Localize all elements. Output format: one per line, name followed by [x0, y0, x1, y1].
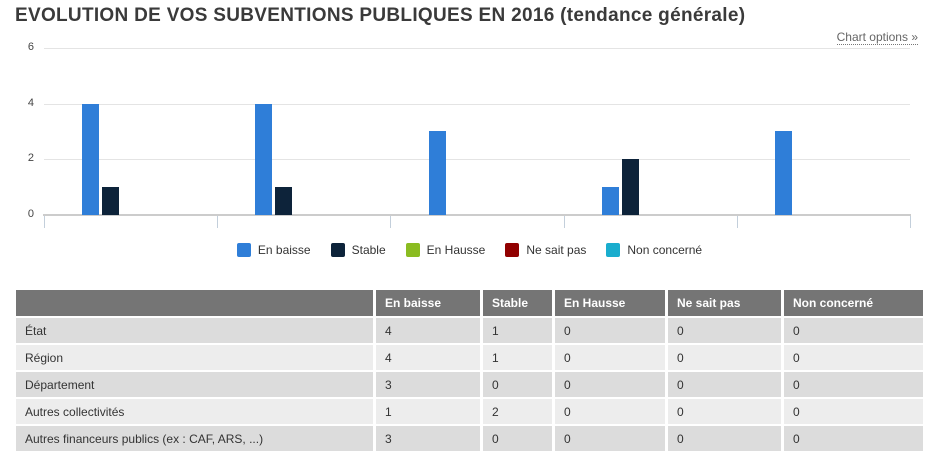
table-cell: 0	[784, 426, 923, 451]
table-row-r-gion: Région 4 1 0 0 0	[16, 345, 923, 370]
y-axis-label: 2	[27, 152, 34, 165]
bar-r-gion-stable[interactable]	[275, 187, 293, 215]
legend-swatch-icon	[236, 243, 251, 257]
table-cell: 0	[555, 345, 665, 370]
x-axis-tick	[737, 216, 738, 228]
legend-label: Ne sait pas	[526, 243, 587, 257]
bar-autres-collectivit-s-stable[interactable]	[621, 159, 639, 215]
table-body: État 4 1 0 0 0 Région 4 1 0 0 0 Département 3 0 0 0 0 Autr…	[16, 318, 923, 451]
row-label: Autres collectivités	[16, 399, 373, 424]
legend-swatch-icon	[405, 243, 420, 257]
x-axis-tick	[564, 216, 565, 228]
table-cell: 0	[668, 345, 781, 370]
chart-legend: En baisse Stable En Hausse Ne sait pas Non c…	[0, 243, 939, 257]
bar-tat-stable[interactable]	[102, 187, 120, 215]
table-cell: 3	[376, 372, 480, 397]
table-row-autres-collectivit-s: Autres collectivités 1 2 0 0 0	[16, 399, 923, 424]
table-cell: 4	[376, 345, 480, 370]
table-cell: 0	[784, 399, 923, 424]
column-header-en-baisse: En baisse	[376, 290, 480, 316]
gridline	[44, 48, 910, 49]
column-header-stable: Stable	[483, 290, 552, 316]
gridline	[44, 159, 910, 161]
table-row-d-partement: Département 3 0 0 0 0	[16, 372, 923, 397]
table-cell: 0	[483, 372, 552, 397]
table-cell: 1	[483, 318, 552, 343]
table-cell: 1	[483, 345, 552, 370]
table-cell: 0	[784, 372, 923, 397]
x-axis-tick	[217, 216, 218, 228]
x-axis-tick	[390, 216, 391, 228]
table-cell: 3	[376, 426, 480, 451]
x-axis-tick	[910, 216, 911, 228]
table-cell: 0	[668, 372, 781, 397]
table-cell: 0	[668, 318, 781, 343]
bar-r-gion-en-baisse[interactable]	[255, 104, 273, 215]
legend-label: En Hausse	[426, 243, 486, 257]
legend-item-stable[interactable]: Stable	[330, 243, 386, 257]
legend-swatch-icon	[330, 243, 345, 257]
table-cell: 0	[784, 345, 923, 370]
row-label: Autres financeurs publics (ex : CAF, ARS…	[16, 426, 373, 451]
bar-tat-en-baisse[interactable]	[82, 104, 100, 215]
page-title: EVOLUTION DE VOS SUBVENTIONS PUBLIQUES E…	[15, 5, 746, 26]
table-cell: 0	[555, 399, 665, 424]
table-cell: 0	[555, 426, 665, 451]
column-header-empty	[16, 290, 373, 316]
table-cell: 1	[376, 399, 480, 424]
bar-autres-financeurs-publics-ex-caf-ars-en-baisse[interactable]	[774, 131, 792, 215]
table-cell: 0	[555, 372, 665, 397]
results-table: En baisse Stable En Hausse Ne sait pas Non c…	[13, 288, 926, 453]
table-cell: 0	[668, 426, 781, 451]
legend-label: En baisse	[257, 243, 311, 257]
column-header-non-concern: Non concerné	[784, 290, 923, 316]
y-axis-label: 0	[27, 208, 34, 220]
legend-item-ne-sait-pas[interactable]: Ne sait pas	[505, 243, 586, 257]
legend-swatch-icon	[505, 243, 520, 257]
column-header-en-hausse: En Hausse	[555, 290, 665, 316]
row-label: Département	[16, 372, 373, 397]
y-axis-label: 4	[27, 96, 34, 109]
table-cell: 0	[483, 426, 552, 451]
column-header-ne-sait-pas: Ne sait pas	[668, 290, 781, 316]
legend-item-en-hausse[interactable]: En Hausse	[405, 243, 486, 257]
table-cell: 2	[483, 399, 552, 424]
row-label: État	[16, 318, 373, 343]
table-header-row: En baisse Stable En Hausse Ne sait pas Non c…	[16, 290, 923, 316]
table-cell: 0	[668, 399, 781, 424]
table-cell: 4	[376, 318, 480, 343]
gridline	[44, 103, 910, 105]
chart-options-link[interactable]: Chart options »	[836, 30, 918, 45]
table-row-tat: État 4 1 0 0 0	[16, 318, 923, 343]
plot-area: 0 2 4 6	[28, 41, 911, 228]
y-axis-label: 6	[27, 41, 34, 53]
table-header: En baisse Stable En Hausse Ne sait pas Non c…	[16, 290, 923, 316]
table-row-autres-financeurs-publics-ex-caf-ars: Autres financeurs publics (ex : CAF, ARS…	[16, 426, 923, 451]
legend-label: Stable	[351, 243, 386, 257]
legend-item-non-concern[interactable]: Non concerné	[606, 243, 702, 257]
bar-autres-collectivit-s-en-baisse[interactable]	[601, 187, 619, 215]
bar-d-partement-en-baisse[interactable]	[428, 131, 446, 215]
legend-label: Non concerné	[627, 243, 703, 257]
table-cell: 0	[784, 318, 923, 343]
legend-item-en-baisse[interactable]: En baisse	[236, 243, 311, 257]
legend-swatch-icon	[606, 243, 621, 257]
x-axis-line	[43, 214, 911, 216]
table-cell: 0	[555, 318, 665, 343]
x-axis-tick	[44, 216, 45, 228]
row-label: Région	[16, 345, 373, 370]
